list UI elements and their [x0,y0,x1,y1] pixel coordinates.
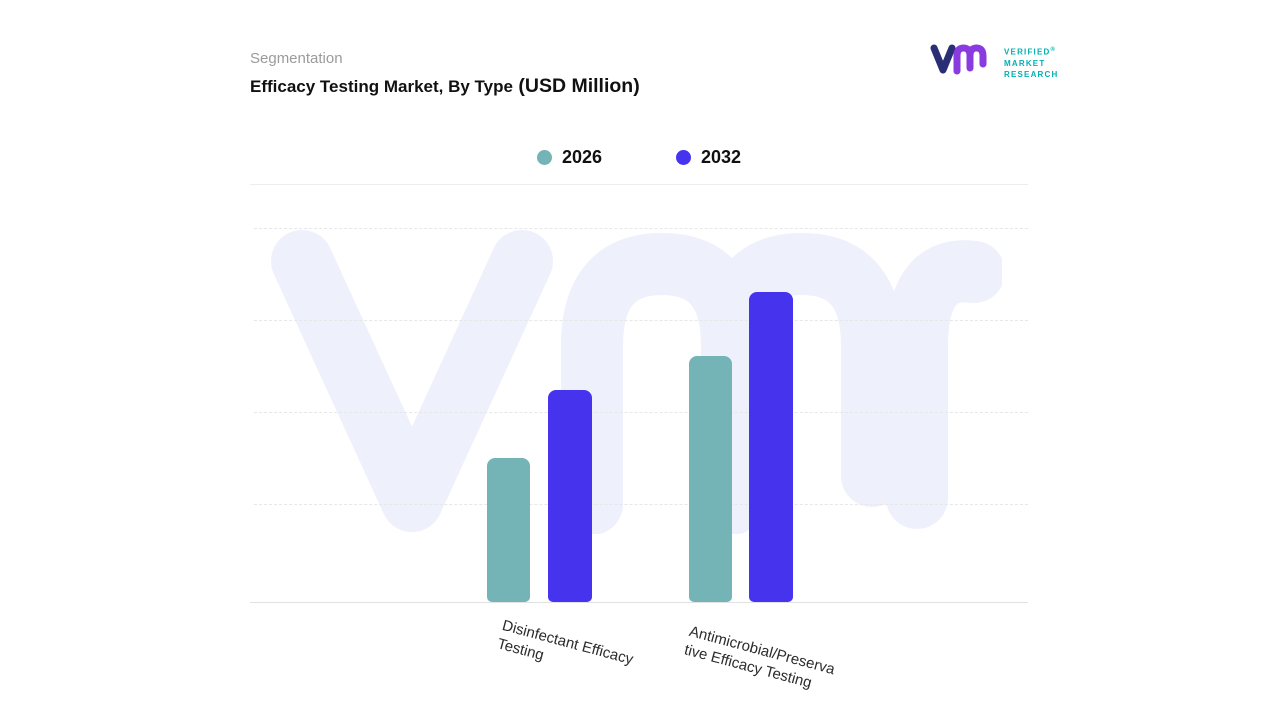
plot-area [250,185,1028,603]
legend-divider [250,184,1028,185]
legend-label-2026: 2026 [561,147,602,167]
chart-title-main: Efficacy Testing Market, By Type [250,77,513,96]
x-axis-baseline [250,602,1028,603]
brand-text: VERIFIED® MARKET RESEARCH [1004,47,1059,79]
bar-2026-antimicrobial [689,356,732,602]
brand-logo: VERIFIED® MARKET RESEARCH [930,40,1059,85]
category-label-antimicrobial: Antimicrobial/Preserva tive Efficacy Tes… [682,622,837,692]
gridline [254,228,1028,229]
legend-item-2032: 2032 [676,147,741,168]
registered-mark: ® [1050,47,1057,54]
chart-legend: 2026 2032 [250,147,1028,168]
chart-eyebrow: Segmentation [250,50,343,67]
chart-title: Efficacy Testing Market, By Type (USD Mi… [250,75,640,98]
category-label-disinfectant: Disinfectant Efficacy Testing [495,616,635,669]
legend-dot-2032 [676,150,691,165]
bar-2032-disinfectant [548,390,592,602]
legend-dot-2026 [536,150,552,165]
legend-item-2026: 2026 [536,147,602,168]
gridline [254,320,1028,321]
gridline [254,412,1028,413]
bar-2032-antimicrobial [749,292,793,602]
gridline [254,504,1028,505]
chart-title-suffix: (USD Million) [512,75,640,97]
legend-label-2032: 2032 [701,147,742,167]
vmr-logo-icon [930,40,994,85]
bar-2026-disinfectant [487,458,530,602]
